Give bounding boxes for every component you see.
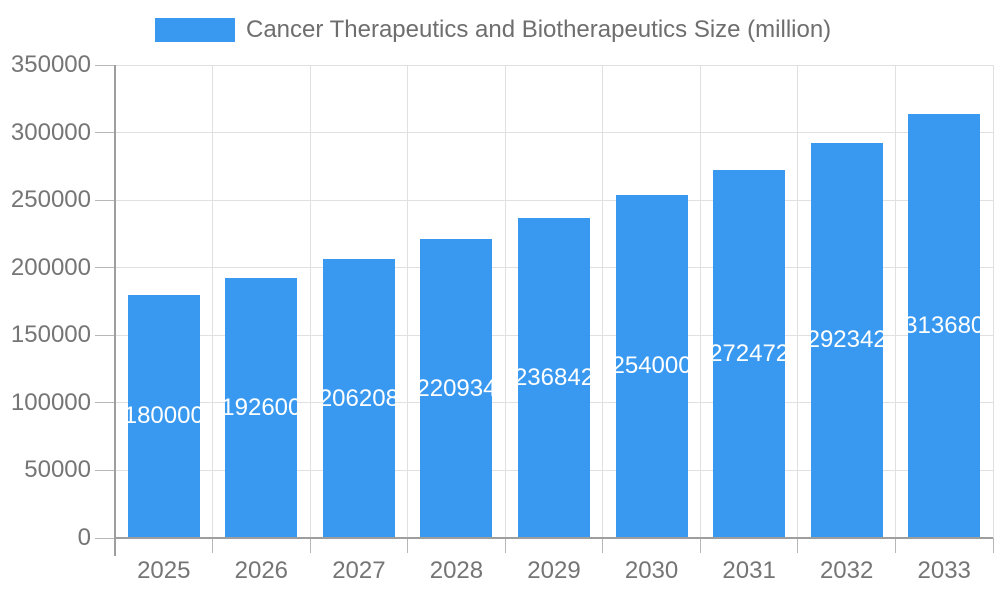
bar-value-label: 206208 bbox=[322, 384, 395, 412]
gridline-vertical bbox=[212, 65, 214, 538]
x-axis-tick bbox=[309, 538, 311, 553]
x-axis-tick bbox=[699, 538, 701, 553]
bar-2029[interactable]: 236842 bbox=[518, 217, 590, 538]
gridline-vertical bbox=[992, 65, 994, 538]
x-axis-tick bbox=[407, 538, 409, 553]
gridline-horizontal bbox=[115, 64, 993, 66]
x-tick-label: 2026 bbox=[234, 557, 289, 584]
bar-value-label: 180000 bbox=[127, 402, 200, 430]
y-axis-tick bbox=[95, 64, 115, 66]
legend: Cancer Therapeutics and Biotherapeutics … bbox=[155, 16, 831, 44]
bar-2027[interactable]: 206208 bbox=[322, 259, 395, 538]
x-tick-label: 2028 bbox=[429, 557, 484, 584]
bar-2026[interactable]: 192600 bbox=[225, 277, 298, 538]
bar-2028[interactable]: 220934 bbox=[420, 239, 493, 538]
y-axis-tick bbox=[95, 199, 115, 201]
x-tick-label: 2030 bbox=[624, 557, 679, 584]
x-axis-tick bbox=[797, 538, 799, 553]
gridline-vertical bbox=[504, 65, 506, 538]
x-tick-label: 2031 bbox=[722, 557, 776, 584]
bar-value-label: 292342 bbox=[810, 326, 883, 354]
bar-2032[interactable]: 292342 bbox=[810, 142, 883, 538]
legend-swatch bbox=[155, 18, 235, 42]
y-axis-tick bbox=[95, 267, 115, 269]
x-tick-label: 2025 bbox=[137, 557, 191, 584]
x-tick-label: 2033 bbox=[917, 557, 971, 584]
gridline-horizontal bbox=[115, 199, 993, 201]
x-tick-label: 2032 bbox=[819, 557, 874, 584]
x-axis-tick bbox=[602, 538, 604, 553]
y-axis-tick bbox=[95, 469, 115, 471]
y-tick-label: 250000 bbox=[10, 186, 91, 214]
legend-label: Cancer Therapeutics and Biotherapeutics … bbox=[246, 16, 832, 43]
bar-2031[interactable]: 272472 bbox=[713, 169, 786, 538]
y-tick-label: 100000 bbox=[10, 388, 91, 416]
gridline-vertical bbox=[309, 65, 311, 538]
y-axis-tick bbox=[95, 334, 115, 336]
y-axis-tick bbox=[95, 402, 115, 404]
gridline-vertical bbox=[699, 65, 701, 538]
gridline-vertical bbox=[797, 65, 799, 538]
y-axis-tick bbox=[95, 537, 115, 539]
bar-value-label: 313680 bbox=[908, 312, 981, 340]
bar-2033[interactable]: 313680 bbox=[908, 114, 981, 538]
y-axis-line bbox=[114, 65, 116, 556]
y-tick-label: 300000 bbox=[10, 118, 91, 146]
y-tick-label: 350000 bbox=[10, 51, 91, 78]
gridline-vertical bbox=[407, 65, 409, 538]
gridline-vertical bbox=[894, 65, 896, 538]
bar-2030[interactable]: 254000 bbox=[615, 194, 688, 538]
bar-value-label: 220934 bbox=[420, 374, 493, 402]
x-axis-line bbox=[115, 537, 993, 539]
x-tick-label: 2029 bbox=[527, 557, 581, 584]
x-axis-tick bbox=[212, 538, 214, 553]
x-axis-tick bbox=[992, 538, 994, 553]
bar-2025[interactable]: 180000 bbox=[127, 294, 200, 538]
y-axis-tick bbox=[95, 132, 115, 134]
y-tick-label: 50000 bbox=[24, 456, 91, 484]
y-tick-label: 200000 bbox=[10, 253, 91, 281]
x-tick-label: 2027 bbox=[332, 557, 386, 584]
x-axis-tick bbox=[504, 538, 506, 553]
bar-value-label: 192600 bbox=[225, 393, 298, 421]
gridline-horizontal bbox=[115, 132, 993, 134]
bar-value-label: 272472 bbox=[713, 339, 786, 367]
x-axis-tick bbox=[894, 538, 896, 553]
bar-value-label: 236842 bbox=[518, 363, 590, 391]
y-tick-label: 150000 bbox=[10, 321, 91, 349]
gridline-vertical bbox=[602, 65, 604, 538]
y-tick-label: 0 bbox=[77, 524, 91, 551]
bar-value-label: 254000 bbox=[615, 352, 688, 380]
